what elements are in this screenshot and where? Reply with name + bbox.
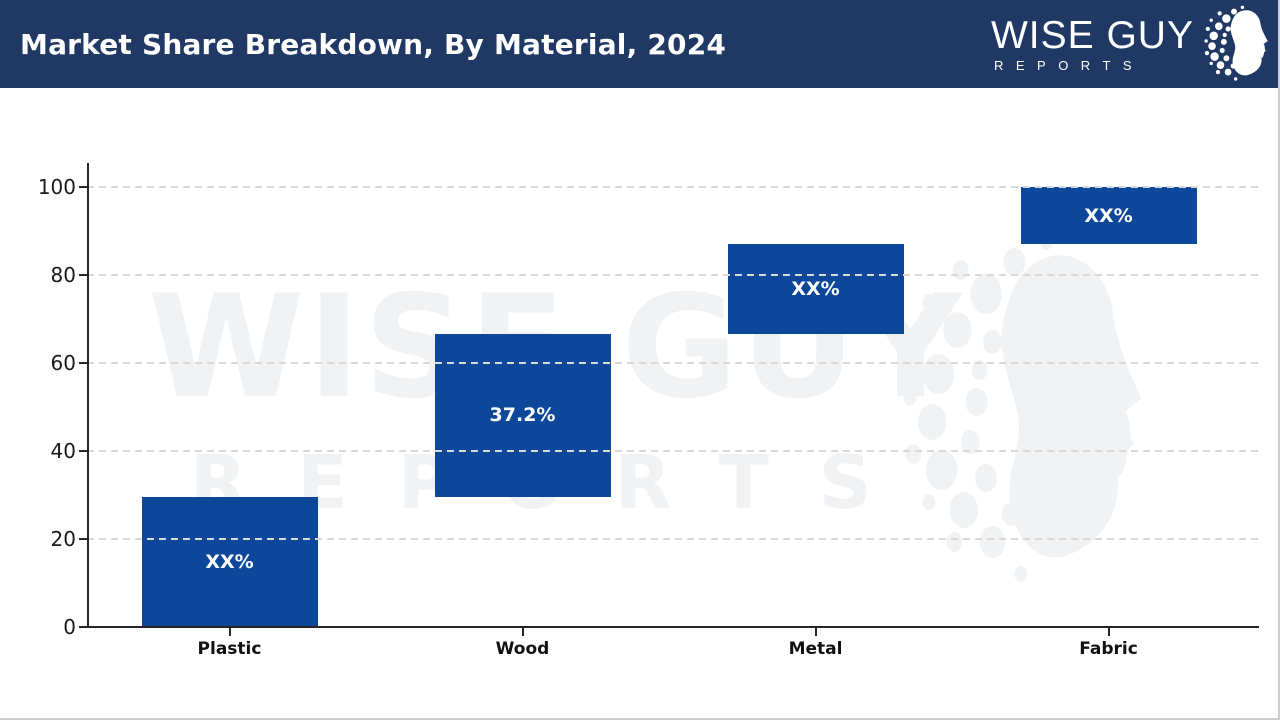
gridline-40: [87, 450, 1259, 452]
logo-wise-guy-text: WISE GUY: [990, 13, 1194, 57]
y-tick-60: [79, 362, 87, 364]
x-tick-fabric: [1107, 628, 1110, 636]
y-tick-label-100: 100: [37, 175, 76, 199]
wise-guy-logo: WISE GUY REPORTS: [990, 3, 1278, 85]
y-tick-label-60: 60: [50, 351, 76, 375]
x-label-wood: Wood: [495, 639, 550, 659]
bar-value-label-plastic: XX%: [205, 551, 254, 574]
gridline-100: [87, 186, 1259, 188]
gridline-60: [87, 362, 1259, 364]
gridline-80: [87, 274, 1259, 276]
y-tick-40: [79, 450, 87, 452]
x-tick-wood: [521, 628, 524, 636]
logo-text: WISE GUY REPORTS: [990, 13, 1194, 73]
y-tick-100: [79, 186, 87, 188]
bar-wood: [434, 333, 611, 498]
y-tick-20: [79, 538, 87, 540]
y-tick-label-0: 0: [63, 615, 76, 639]
chart-title: Market Share Breakdown, By Material, 202…: [20, 27, 727, 61]
bar-plastic: [141, 497, 318, 627]
y-axis-line: [87, 163, 89, 628]
bar-value-label-metal: XX%: [791, 277, 840, 300]
x-label-fabric: Fabric: [1079, 639, 1138, 659]
watermark-head-icon: [903, 234, 1142, 582]
x-label-metal: Metal: [788, 639, 843, 659]
bar-value-label-wood: 37.2%: [489, 404, 556, 427]
logo-head-icon: [1204, 5, 1268, 81]
gridline-20: [87, 538, 1259, 540]
y-tick-label-40: 40: [50, 439, 76, 463]
y-tick-0: [79, 626, 87, 628]
x-axis-line: [87, 626, 1259, 628]
logo-reports-text: REPORTS: [993, 57, 1145, 73]
bar-fabric: [1020, 187, 1197, 245]
y-tick-label-20: 20: [50, 527, 76, 551]
y-tick-80: [79, 274, 87, 276]
header-bar: Market Share Breakdown, By Material, 202…: [0, 0, 1278, 88]
x-tick-plastic: [228, 628, 231, 636]
x-tick-metal: [814, 628, 817, 636]
x-label-plastic: Plastic: [197, 639, 262, 659]
bar-metal: [727, 244, 904, 334]
y-tick-label-80: 80: [50, 263, 76, 287]
bar-value-label-fabric: XX%: [1084, 204, 1133, 227]
